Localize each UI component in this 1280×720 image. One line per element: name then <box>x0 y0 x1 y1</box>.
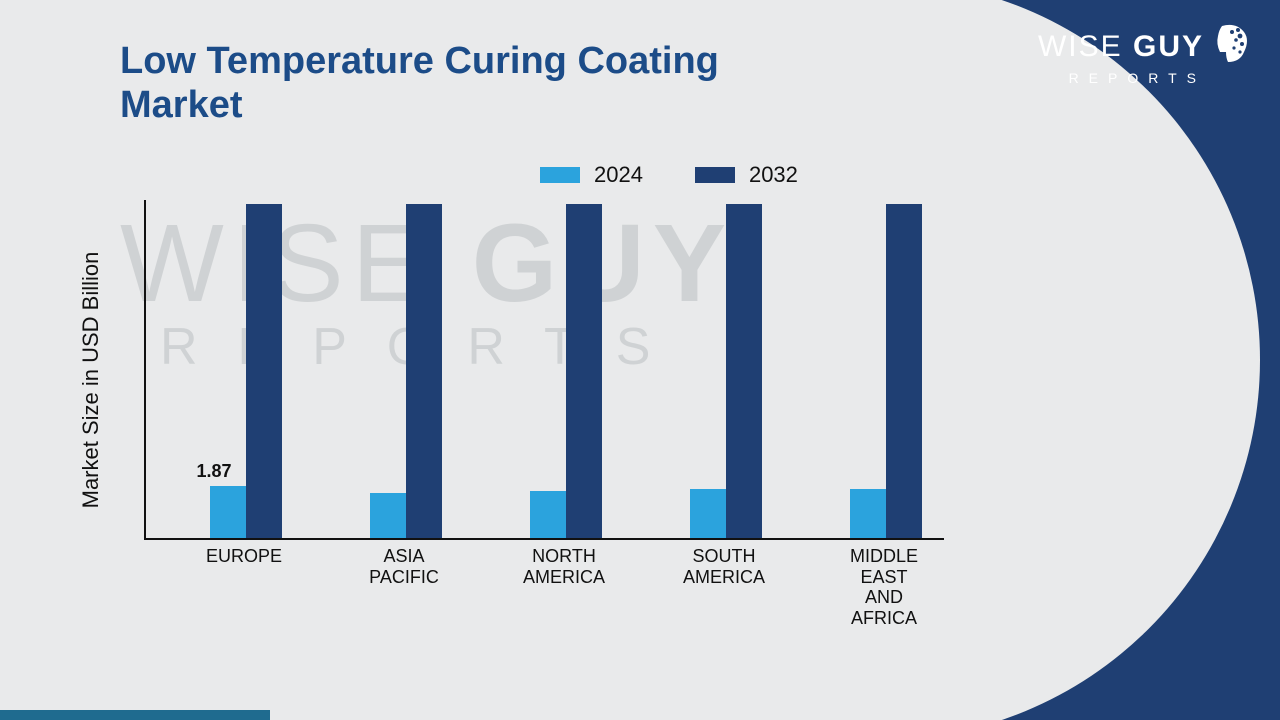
bar <box>210 486 246 538</box>
x-axis-label: SOUTHAMERICA <box>660 546 788 587</box>
bar-group <box>516 204 616 538</box>
bar <box>726 204 762 538</box>
footer-accent-bar <box>0 710 270 720</box>
x-axis-labels: EUROPE ASIAPACIFIC NORTHAMERICA SOUTHAMERIC… <box>144 546 944 666</box>
bar-group <box>676 204 776 538</box>
bar <box>690 489 726 538</box>
brand-logo: WISE GUY REPORTS <box>1038 22 1252 86</box>
brand-word-wise: WISE <box>1038 30 1123 64</box>
legend-item-2024: 2024 <box>540 162 643 188</box>
bar <box>370 493 406 538</box>
bar-chart: Market Size in USD Billion 2024 2032 1.8… <box>60 150 960 670</box>
legend-label-2024: 2024 <box>594 162 643 188</box>
bar-group <box>356 204 456 538</box>
x-axis-label: NORTHAMERICA <box>500 546 628 587</box>
brand-name-row2: REPORTS <box>1038 70 1206 86</box>
infographic-canvas: WISE GUY REPORTS WISE GUY <box>0 0 1280 720</box>
x-axis-label: ASIAPACIFIC <box>340 546 468 587</box>
bar-group: 1.87 <box>196 204 296 538</box>
brand-name-row1: WISE GUY <box>1038 22 1252 72</box>
bar <box>850 489 886 538</box>
bar <box>530 491 566 538</box>
bar <box>246 204 282 538</box>
bar-group <box>836 204 936 538</box>
x-axis-label: EUROPE <box>180 546 308 567</box>
brand-word-guy: GUY <box>1133 30 1204 64</box>
legend-swatch-2024 <box>540 167 580 183</box>
brand-head-icon <box>1210 22 1252 72</box>
bar <box>566 204 602 538</box>
plot-area: 1.87 <box>144 200 944 540</box>
bar <box>406 204 442 538</box>
x-axis-label: MIDDLEEASTANDAFRICA <box>820 546 948 629</box>
bar-value-label: 1.87 <box>189 461 239 482</box>
y-axis-label: Market Size in USD Billion <box>78 200 104 560</box>
legend-item-2032: 2032 <box>695 162 798 188</box>
chart-title: Low Temperature Curing Coating Market <box>120 40 820 127</box>
bar <box>886 204 922 538</box>
chart-legend: 2024 2032 <box>540 162 798 188</box>
legend-label-2032: 2032 <box>749 162 798 188</box>
legend-swatch-2032 <box>695 167 735 183</box>
